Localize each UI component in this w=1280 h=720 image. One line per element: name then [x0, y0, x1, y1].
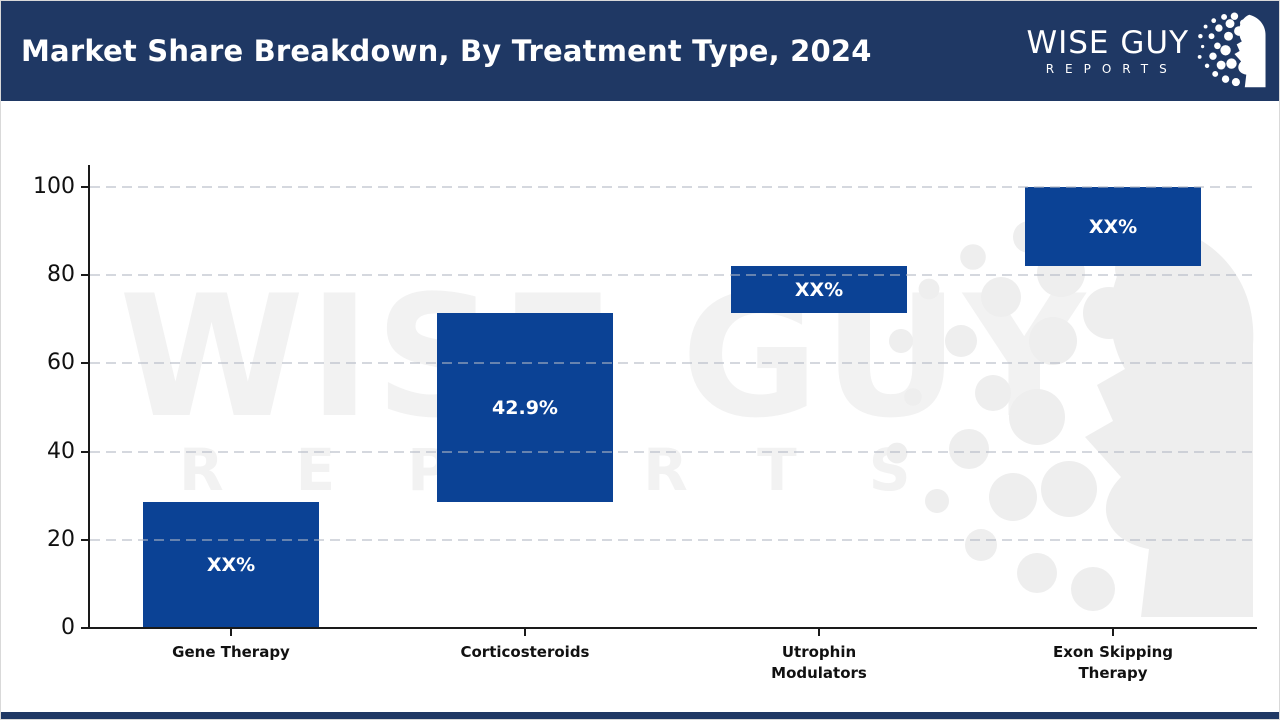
x-tick	[524, 629, 526, 636]
x-tick	[818, 629, 820, 636]
brand-subname: REPORTS	[1045, 61, 1178, 76]
y-tick	[81, 362, 88, 364]
bar-value-label: XX%	[794, 278, 844, 301]
y-tick-label: 100	[33, 174, 75, 199]
x-tick	[230, 629, 232, 636]
y-tick-label: 40	[47, 439, 75, 464]
y-tick-label: 60	[47, 350, 75, 375]
gridline	[90, 362, 1257, 364]
bar-value-label: 42.9%	[492, 396, 558, 419]
y-tick	[81, 627, 88, 629]
header: Market Share Breakdown, By Treatment Typ…	[1, 1, 1279, 101]
y-tick	[81, 539, 88, 541]
bar-value-label: XX%	[206, 554, 256, 576]
y-tick	[81, 451, 88, 453]
y-tick-label: 20	[47, 527, 75, 552]
gridline	[90, 186, 1257, 188]
bar: XX%	[731, 266, 907, 313]
watermark-dot-head-icon	[886, 213, 1254, 617]
y-tick	[81, 186, 88, 188]
brand-logo-text: WISE GUY REPORTS	[1026, 24, 1189, 76]
y-tick-label: 80	[47, 262, 75, 287]
dot-head-logo-icon	[1197, 12, 1266, 88]
bar: XX%	[143, 502, 319, 628]
brand-name: WISE GUY	[1026, 24, 1189, 61]
gridline	[90, 451, 1257, 453]
bar-value-label: XX%	[1088, 215, 1138, 238]
gridline	[90, 274, 1257, 276]
footer-accent-bar	[1, 712, 1279, 719]
x-axis-spine	[88, 627, 1257, 629]
y-tick	[81, 274, 88, 276]
brand-logo: WISE GUY REPORTS	[1026, 8, 1267, 94]
page-title: Market Share Breakdown, By Treatment Typ…	[21, 34, 872, 68]
bar: XX%	[1025, 187, 1201, 266]
x-category-label: Gene Therapy	[172, 643, 290, 661]
x-tick	[1112, 629, 1114, 636]
y-axis-spine	[88, 165, 90, 629]
x-category-label: Corticosteroids	[460, 643, 590, 661]
x-category-label: Exon Skipping Therapy	[1052, 643, 1174, 682]
gridline	[90, 539, 1257, 541]
waterfall-chart: 0 20 40 60 80 100 XX% 42.9% XX% XX% Gene Therapy Co…	[1, 101, 1279, 714]
bar: 42.9%	[437, 313, 613, 502]
x-category-label: Utrophin Modulators	[771, 643, 867, 682]
y-tick-label: 0	[61, 615, 75, 640]
